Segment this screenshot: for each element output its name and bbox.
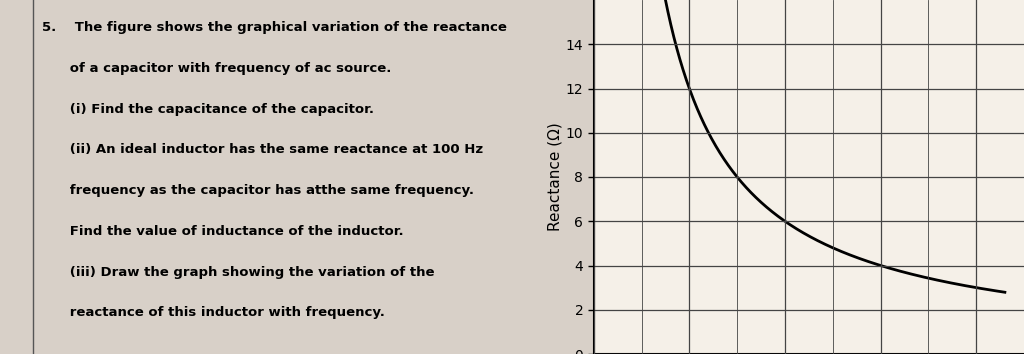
Text: (ii) An ideal inductor has the same reactance at 100 Hz: (ii) An ideal inductor has the same reac…: [42, 143, 482, 156]
Text: of a capacitor with frequency of ac source.: of a capacitor with frequency of ac sour…: [42, 62, 391, 75]
Text: (iii) Draw the graph showing the variation of the: (iii) Draw the graph showing the variati…: [42, 266, 434, 279]
Text: frequency as the capacitor has atthe same frequency.: frequency as the capacitor has atthe sam…: [42, 184, 473, 197]
Text: reactance of this inductor with frequency.: reactance of this inductor with frequenc…: [42, 306, 384, 319]
Text: (i) Find the capacitance of the capacitor.: (i) Find the capacitance of the capacito…: [42, 103, 374, 116]
Text: 5.    The figure shows the graphical variation of the reactance: 5. The figure shows the graphical variat…: [42, 21, 507, 34]
Text: Find the value of inductance of the inductor.: Find the value of inductance of the indu…: [42, 225, 403, 238]
Y-axis label: Reactance (Ω): Reactance (Ω): [548, 122, 563, 232]
